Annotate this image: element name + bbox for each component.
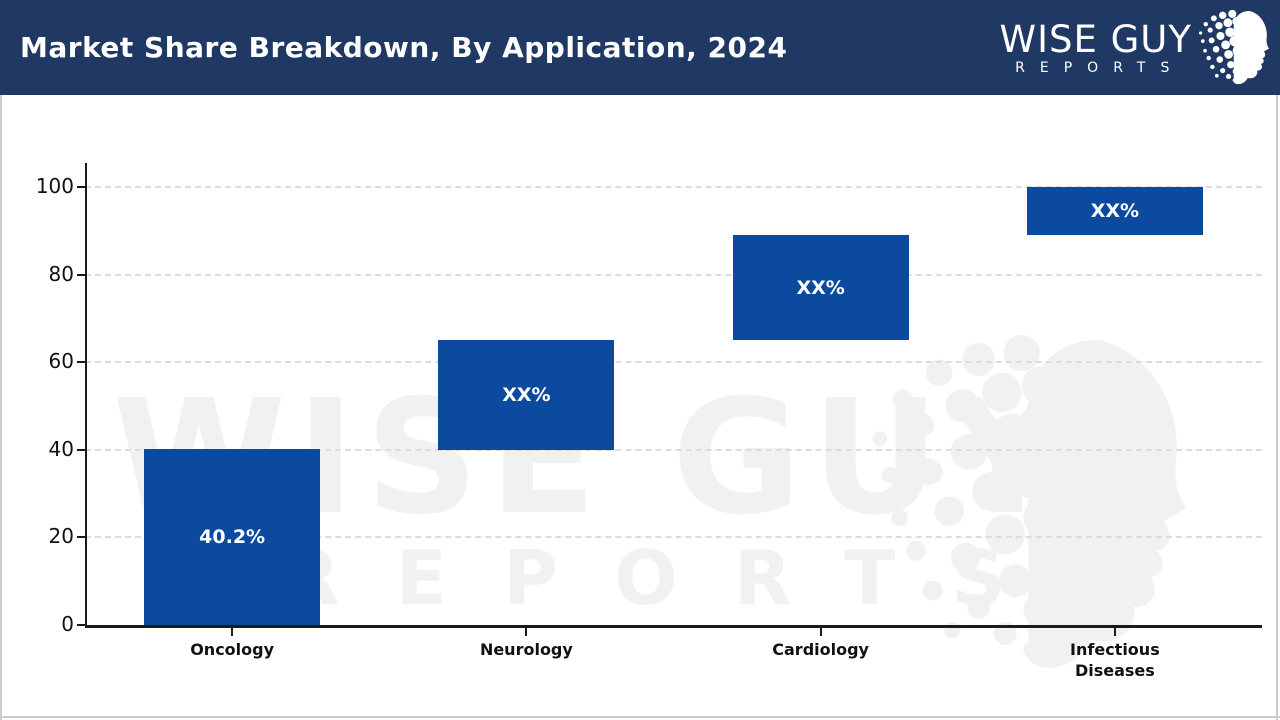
bar-neurology: XX% xyxy=(438,340,615,450)
y-tick-mark-60 xyxy=(77,361,85,364)
bar-value-label: 40.2% xyxy=(199,525,266,548)
x-tick-mark-2 xyxy=(819,628,822,636)
y-tick-label-100: 100 xyxy=(35,174,74,198)
y-tick-mark-40 xyxy=(77,448,85,451)
x-tick-mark-0 xyxy=(231,628,234,636)
x-category-label: Neurology xyxy=(479,640,573,659)
y-tick-label-80: 80 xyxy=(48,261,74,286)
bar-value-label: XX% xyxy=(796,276,845,299)
gridline-100 xyxy=(85,186,1262,188)
brand-name: WISE GUY xyxy=(999,17,1192,61)
y-tick-mark-80 xyxy=(77,273,85,276)
page-border-right xyxy=(1276,95,1278,720)
x-tick-mark-1 xyxy=(525,628,528,636)
x-category-label: Oncology xyxy=(190,640,275,659)
y-tick-label-20: 20 xyxy=(48,524,74,549)
bar-oncology: 40.2% xyxy=(144,448,321,625)
y-tick-label-40: 40 xyxy=(48,436,74,461)
brand-wordmark: WISE GUY REPORTS xyxy=(999,17,1192,77)
brand-logo: WISE GUY REPORTS xyxy=(1000,8,1270,89)
x-axis-line xyxy=(85,625,1262,628)
x-category-label: Infectious Diseases xyxy=(1070,640,1160,680)
x-category-label: Cardiology xyxy=(772,640,869,659)
wise-guy-head-icon xyxy=(1196,8,1270,89)
gridline-80 xyxy=(85,273,1262,276)
page-title: Market Share Breakdown, By Application, … xyxy=(20,31,788,64)
gridline-20 xyxy=(85,536,1262,539)
bar-cardiology: XX% xyxy=(732,235,909,341)
gridline-40 xyxy=(85,448,1262,451)
y-tick-mark-100 xyxy=(77,186,85,188)
bar-infectious-diseases: XX% xyxy=(1026,187,1203,236)
x-tick-mark-3 xyxy=(1113,628,1116,636)
header-bar: Market Share Breakdown, By Application, … xyxy=(0,0,1280,95)
bar-value-label: XX% xyxy=(502,384,551,407)
watermark-head-icon xyxy=(860,323,1190,693)
bar-value-label: XX% xyxy=(1090,200,1140,223)
y-tick-mark-0 xyxy=(77,624,85,626)
y-tick-label-60: 60 xyxy=(48,349,74,374)
y-tick-mark-20 xyxy=(77,536,85,539)
chart-area: WISE GUY REPORTS 0 20 40 60 80 100 40.2% Oncolo… xyxy=(0,95,1280,720)
y-axis-line xyxy=(85,163,87,627)
brand-subtitle: REPORTS xyxy=(1015,60,1185,77)
gridline-60 xyxy=(85,361,1262,364)
page-border-bottom xyxy=(0,716,1280,718)
page-border-left xyxy=(0,95,2,720)
watermark-text-sub: REPORTS xyxy=(282,534,1062,622)
y-tick-label-0: 0 xyxy=(61,612,74,636)
